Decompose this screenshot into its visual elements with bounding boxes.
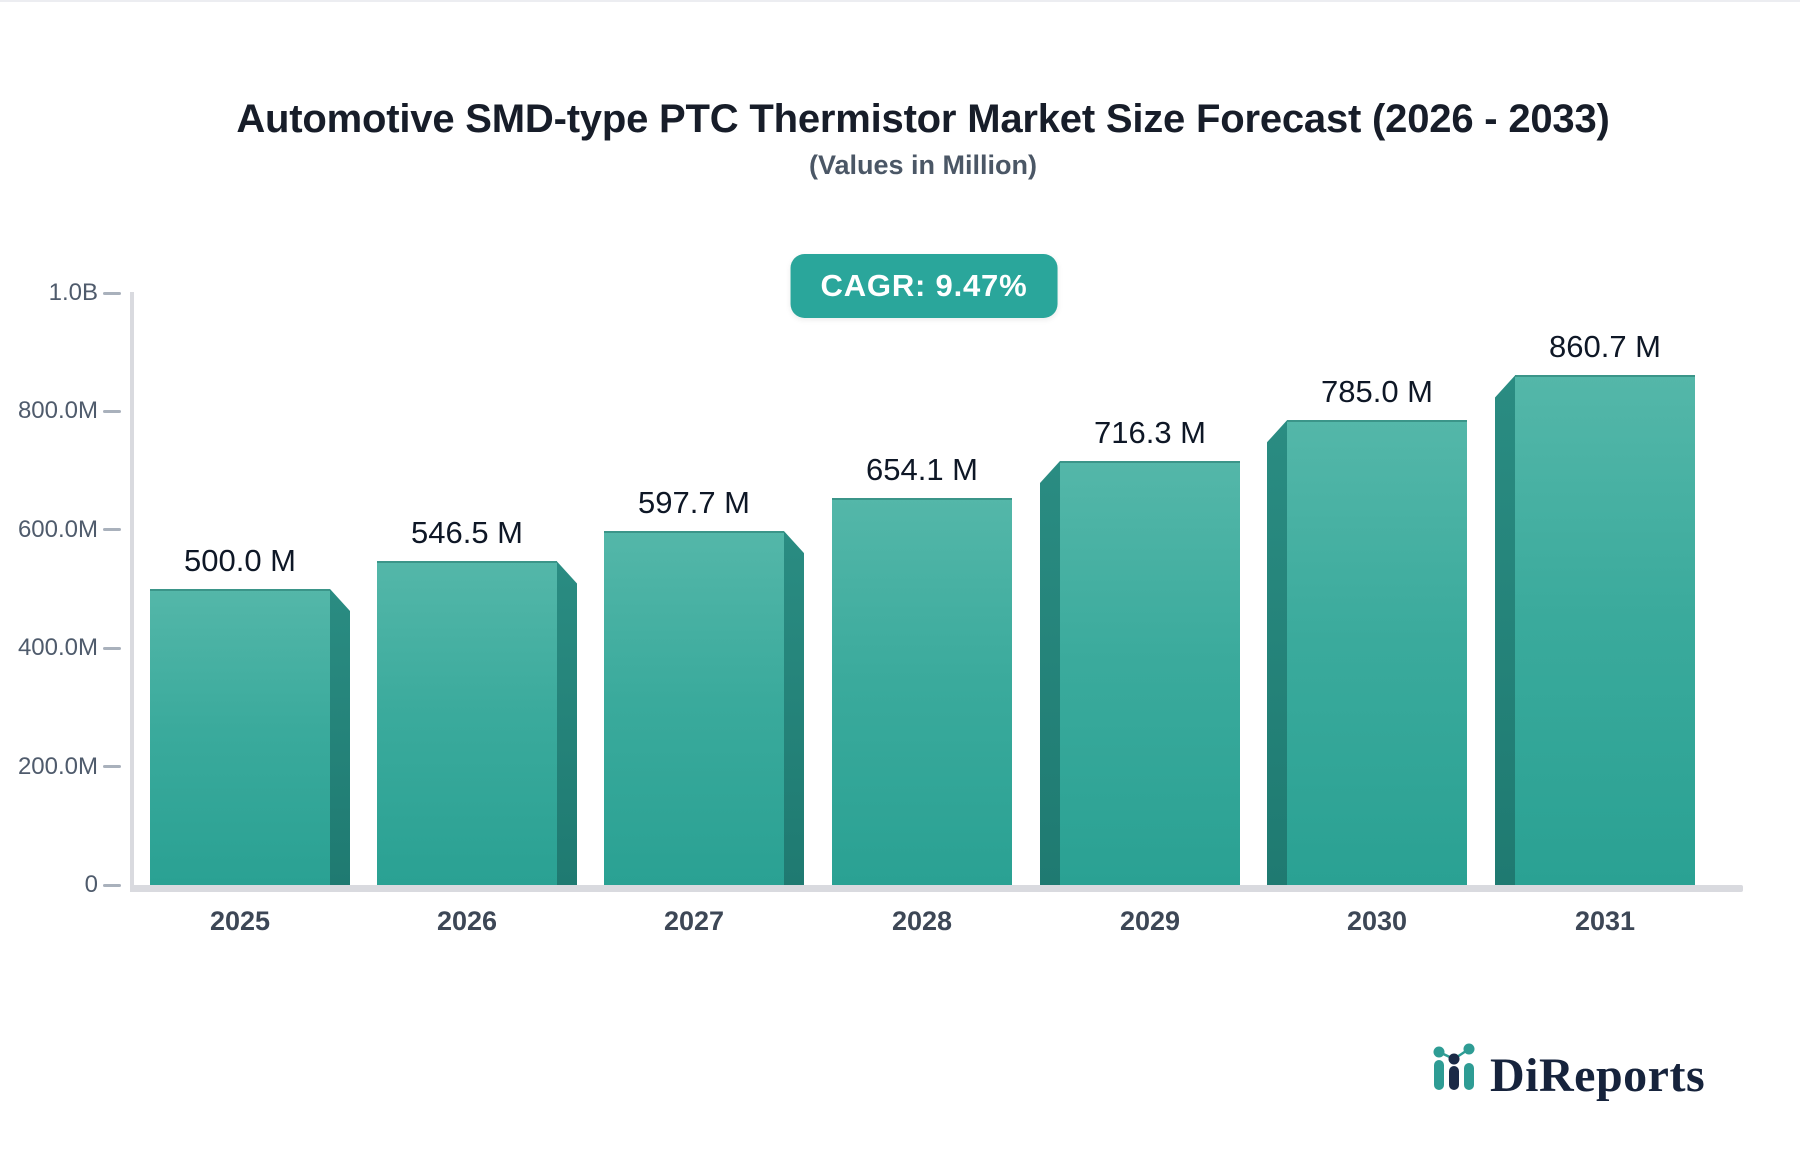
bar-face xyxy=(832,497,1012,885)
x-axis-label-2027: 2027 xyxy=(663,906,725,936)
bar-2025 xyxy=(150,589,350,885)
bar-2031 xyxy=(1495,375,1695,885)
chart-title: Automotive SMD-type PTC Thermistor Marke… xyxy=(236,97,1610,141)
bar-3d-side xyxy=(1267,420,1287,885)
y-axis-tick-label: 800.0M xyxy=(17,397,98,425)
cagr-badge: CAGR: 9.47% xyxy=(790,254,1058,318)
y-axis-tick-mark xyxy=(103,409,121,413)
y-axis-tick-label: 1.0B xyxy=(48,279,98,306)
bar-value-label: 860.7 M xyxy=(1548,329,1661,365)
bar-face xyxy=(377,561,557,885)
y-axis-tick-label: 600.0M xyxy=(17,515,98,543)
y-axis-tick-mark xyxy=(103,528,121,532)
bar-value-label: 546.5 M xyxy=(410,515,523,551)
bar-face xyxy=(150,589,330,885)
x-axis-label-2031: 2031 xyxy=(1574,906,1636,936)
bar-face xyxy=(604,531,784,885)
bar-3d-side xyxy=(1040,460,1060,885)
x-axis-label-2029: 2029 xyxy=(1119,906,1181,936)
x-axis-label-2025: 2025 xyxy=(209,906,271,936)
bar-2028 xyxy=(832,497,1012,885)
bar-3d-side xyxy=(330,589,350,885)
y-axis-tick-mark xyxy=(103,291,121,295)
bar-value-label: 597.7 M xyxy=(637,485,750,521)
bar-value-label: 785.0 M xyxy=(1320,374,1433,410)
bar-3d-side xyxy=(557,561,577,885)
bar-2027 xyxy=(604,531,804,885)
y-axis-tick-label: 400.0M xyxy=(17,634,98,662)
y-axis-tick-mark xyxy=(103,765,121,769)
bar-value-label: 716.3 M xyxy=(1093,414,1206,450)
y-axis-tick-mark xyxy=(103,646,121,650)
y-axis-tick-label: 200.0M xyxy=(17,752,98,780)
bar-2026 xyxy=(377,561,577,885)
direports-logo: DiReports xyxy=(1432,1038,1705,1100)
x-axis-label-2026: 2026 xyxy=(436,906,498,936)
logo-icon xyxy=(1433,1043,1475,1090)
bar-face xyxy=(1060,460,1240,885)
bar-3d-side xyxy=(784,531,804,885)
bar-face xyxy=(1287,420,1467,885)
bar-value-label: 500.0 M xyxy=(183,543,296,578)
x-axis-label-2030: 2030 xyxy=(1346,906,1408,936)
x-axis-label-2028: 2028 xyxy=(891,906,953,936)
logo-text: DiReports xyxy=(1490,1049,1706,1102)
y-axis-tick-label: 0 xyxy=(84,871,98,898)
bar-2029 xyxy=(1040,460,1240,885)
chart-subtitle: (Values in Million) xyxy=(808,150,1038,180)
bar-value-label: 654.1 M xyxy=(865,451,978,487)
bar-face xyxy=(1515,375,1695,885)
bar-3d-side xyxy=(1495,375,1515,885)
y-axis-line xyxy=(130,292,134,892)
bar-2030 xyxy=(1267,420,1467,885)
y-axis-tick-mark xyxy=(103,883,121,887)
x-axis-baseline xyxy=(130,885,1743,892)
